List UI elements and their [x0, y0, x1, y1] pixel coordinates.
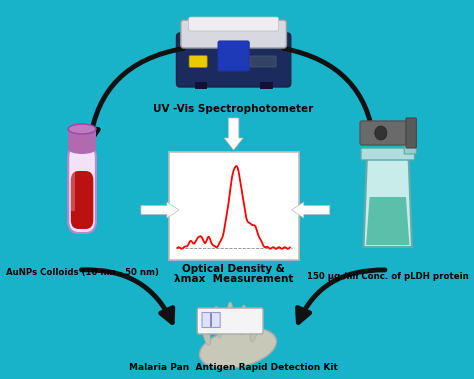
FancyBboxPatch shape [218, 41, 249, 71]
Ellipse shape [214, 306, 222, 338]
FancyBboxPatch shape [250, 56, 276, 67]
Circle shape [375, 126, 387, 140]
Bar [68, 129, 96, 149]
Bar [261, 82, 273, 89]
Text: Malaria Pan  Antigen Rapid Detection Kit: Malaria Pan Antigen Rapid Detection Kit [129, 363, 338, 372]
Text: UV -Vis Spectrophotometer: UV -Vis Spectrophotometer [154, 104, 314, 114]
Text: AuNPs Colloids (10 nm - 50 nm): AuNPs Colloids (10 nm - 50 nm) [6, 268, 158, 277]
Ellipse shape [250, 318, 259, 341]
Ellipse shape [238, 305, 246, 335]
Ellipse shape [200, 328, 276, 368]
FancyBboxPatch shape [361, 148, 415, 160]
Ellipse shape [227, 302, 234, 334]
FancyArrow shape [292, 202, 330, 218]
FancyArrow shape [224, 118, 243, 150]
FancyBboxPatch shape [71, 171, 93, 229]
Polygon shape [364, 155, 412, 247]
Text: Optical Density &: Optical Density & [182, 264, 285, 274]
FancyBboxPatch shape [197, 308, 263, 334]
FancyBboxPatch shape [360, 121, 407, 145]
Polygon shape [366, 197, 410, 245]
FancyBboxPatch shape [189, 17, 279, 31]
FancyBboxPatch shape [68, 145, 96, 233]
Bar [71, 171, 75, 211]
Bar [169, 152, 299, 260]
FancyArrow shape [141, 202, 179, 218]
Text: λmax  Measurement: λmax Measurement [174, 274, 293, 284]
FancyBboxPatch shape [181, 20, 286, 48]
FancyBboxPatch shape [176, 33, 291, 87]
FancyBboxPatch shape [202, 313, 220, 327]
FancyBboxPatch shape [189, 55, 207, 67]
FancyBboxPatch shape [406, 118, 416, 148]
Ellipse shape [68, 144, 96, 154]
Ellipse shape [68, 124, 96, 134]
FancyBboxPatch shape [404, 138, 416, 154]
Bar [195, 82, 207, 89]
Ellipse shape [201, 318, 210, 346]
Text: 150 μg /ml Conc. of pLDH protein: 150 μg /ml Conc. of pLDH protein [307, 272, 469, 281]
